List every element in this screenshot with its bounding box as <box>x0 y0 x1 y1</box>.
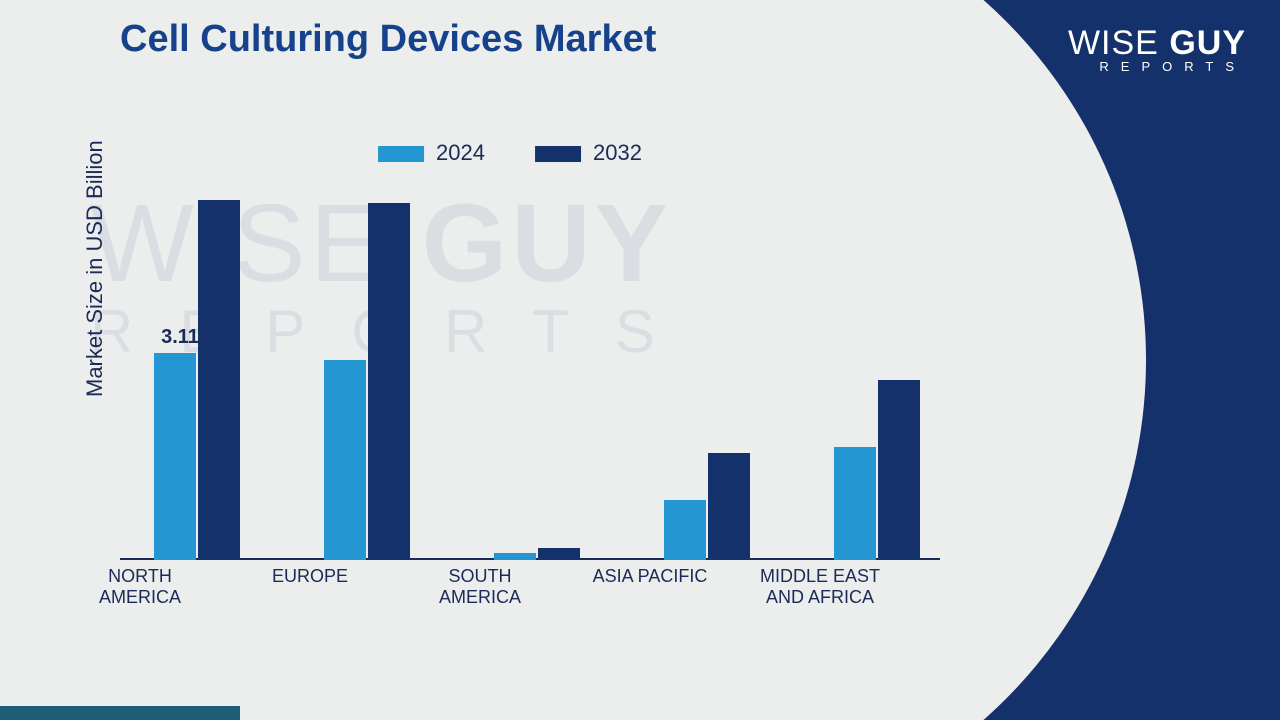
bar-2032 <box>538 548 580 560</box>
bar-chart: 2024 2032 Market Size in USD Billion 3.1… <box>60 140 960 680</box>
brand-word-2: GUY <box>1169 24 1246 62</box>
bar-2024 <box>154 353 196 560</box>
chart-title: Cell Culturing Devices Market <box>120 18 656 61</box>
bar-2024 <box>494 553 536 560</box>
y-axis-label: Market Size in USD Billion <box>82 140 108 397</box>
chart-card: WISE GUY REPORTS Cell Culturing Devices … <box>0 0 1280 720</box>
bar-2024 <box>834 447 876 560</box>
brand-word-1: WISE <box>1068 24 1159 62</box>
bar-2024 <box>664 500 706 560</box>
category-label: ASIA PACIFIC <box>580 566 720 587</box>
category-label: EUROPE <box>240 566 380 587</box>
bar-2032 <box>198 200 240 560</box>
bar-2032 <box>878 380 920 560</box>
category-label: NORTH AMERICA <box>70 566 210 607</box>
category-label: SOUTH AMERICA <box>410 566 550 607</box>
category-label: MIDDLE EAST AND AFRICA <box>750 566 890 607</box>
bar-value-label: 3.11 <box>120 326 240 349</box>
footer-accent <box>0 706 240 720</box>
bar-2032 <box>368 203 410 560</box>
bar-2032 <box>708 453 750 560</box>
brand-logo: WISE GUY REPORTS <box>1068 24 1246 74</box>
plot-area: 3.11 <box>120 160 940 560</box>
bar-2024 <box>324 360 366 560</box>
